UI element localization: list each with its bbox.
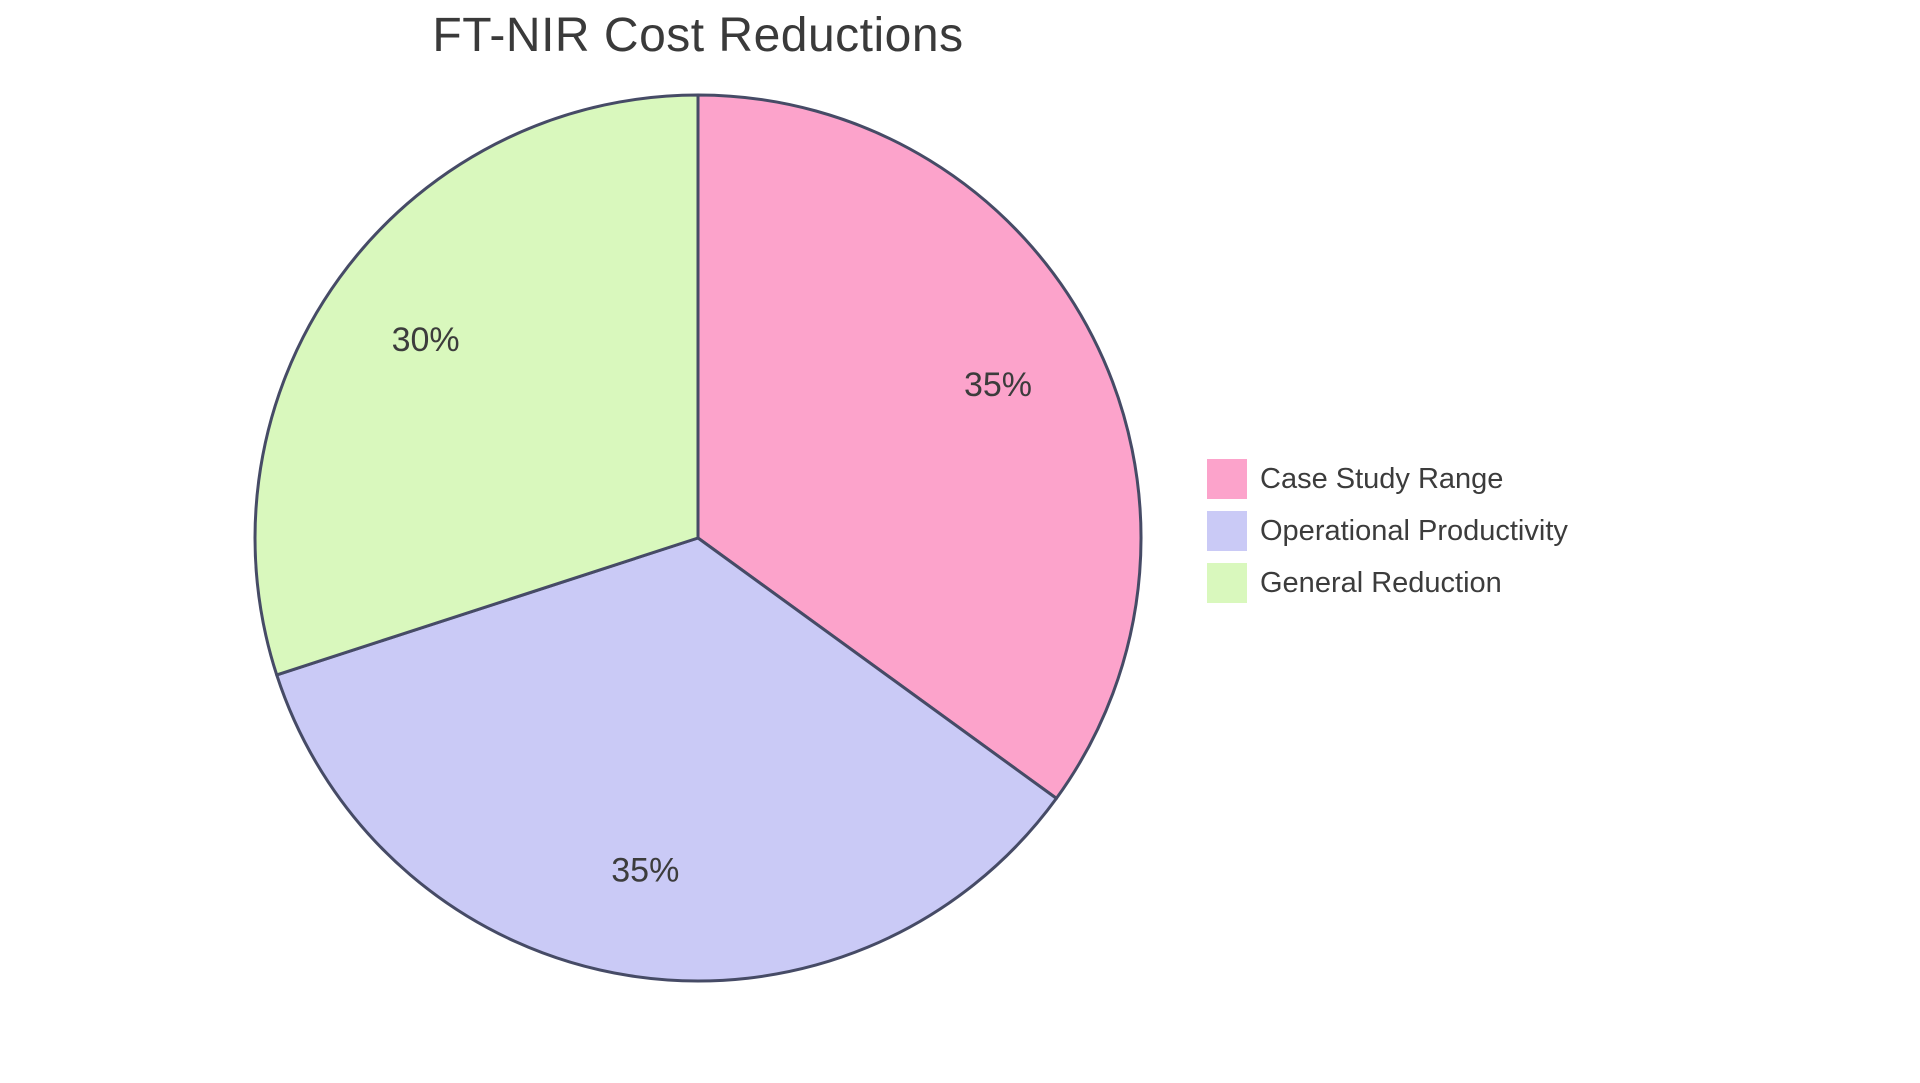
legend: Case Study Range Operational Productivity… — [1207, 459, 1568, 603]
slice-percent-label-operational-productivity: 35% — [611, 852, 679, 890]
legend-label-operational-productivity: Operational Productivity — [1260, 514, 1568, 547]
pie-slice-case-study-range[interactable] — [696, 93, 1143, 800]
slice-percent-label-case-study-range: 35% — [964, 366, 1032, 404]
pie-slice-operational-productivity[interactable] — [275, 536, 1058, 983]
legend-swatch-case-study-range — [1207, 459, 1247, 499]
slice-percent-label-general-reduction: 30% — [392, 321, 460, 359]
legend-item-case-study-range[interactable]: Case Study Range — [1207, 459, 1568, 499]
legend-swatch-general-reduction — [1207, 563, 1247, 603]
pie-slice-general-reduction[interactable] — [253, 93, 700, 677]
chart-title: FT-NIR Cost Reductions — [432, 9, 964, 62]
legend-item-operational-productivity[interactable]: Operational Productivity — [1207, 511, 1568, 551]
legend-label-general-reduction: General Reduction — [1260, 566, 1502, 599]
legend-label-case-study-range: Case Study Range — [1260, 462, 1504, 495]
legend-swatch-operational-productivity — [1207, 511, 1247, 551]
legend-item-general-reduction[interactable]: General Reduction — [1207, 563, 1568, 603]
